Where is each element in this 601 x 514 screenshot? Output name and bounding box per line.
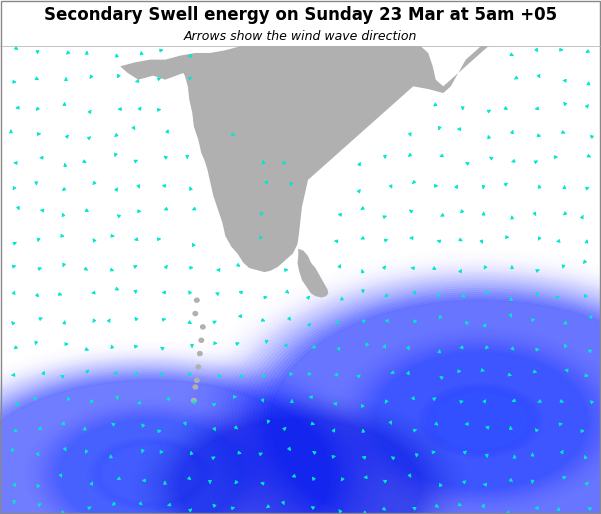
Ellipse shape — [60, 420, 240, 514]
Circle shape — [196, 365, 201, 369]
Circle shape — [192, 398, 196, 402]
Ellipse shape — [0, 371, 349, 514]
Ellipse shape — [370, 351, 591, 490]
Ellipse shape — [432, 391, 530, 450]
Ellipse shape — [0, 379, 334, 514]
Ellipse shape — [55, 418, 245, 514]
Ellipse shape — [177, 419, 424, 514]
Ellipse shape — [270, 300, 601, 514]
Ellipse shape — [0, 380, 331, 514]
Text: Secondary Swell energy on Sunday 23 Mar at 5am +05: Secondary Swell energy on Sunday 23 Mar … — [44, 6, 557, 24]
Ellipse shape — [105, 447, 195, 501]
Circle shape — [195, 298, 199, 302]
Circle shape — [199, 338, 204, 342]
Ellipse shape — [0, 373, 346, 514]
Ellipse shape — [53, 416, 247, 514]
Circle shape — [193, 311, 198, 316]
Ellipse shape — [51, 415, 249, 514]
Ellipse shape — [253, 290, 601, 514]
Ellipse shape — [180, 420, 421, 514]
Ellipse shape — [0, 377, 337, 514]
Ellipse shape — [376, 354, 586, 487]
Ellipse shape — [168, 414, 433, 514]
Ellipse shape — [365, 347, 596, 494]
Ellipse shape — [0, 376, 340, 514]
Circle shape — [193, 385, 198, 389]
Ellipse shape — [257, 292, 601, 514]
Ellipse shape — [0, 374, 343, 514]
Ellipse shape — [260, 294, 601, 514]
Ellipse shape — [263, 296, 601, 514]
Ellipse shape — [104, 446, 197, 502]
Ellipse shape — [100, 445, 200, 503]
Circle shape — [195, 378, 199, 382]
Ellipse shape — [174, 417, 427, 514]
Polygon shape — [297, 249, 328, 298]
Polygon shape — [120, 46, 496, 272]
Ellipse shape — [436, 394, 526, 447]
Circle shape — [201, 325, 205, 329]
Ellipse shape — [58, 419, 243, 514]
Ellipse shape — [171, 415, 430, 514]
Ellipse shape — [433, 392, 529, 449]
Text: Arrows show the wind wave direction: Arrows show the wind wave direction — [184, 30, 417, 43]
Ellipse shape — [368, 348, 594, 492]
Ellipse shape — [373, 352, 588, 489]
Ellipse shape — [267, 298, 601, 514]
Circle shape — [198, 352, 202, 356]
Ellipse shape — [249, 288, 601, 514]
Ellipse shape — [102, 446, 198, 502]
Ellipse shape — [434, 393, 528, 448]
